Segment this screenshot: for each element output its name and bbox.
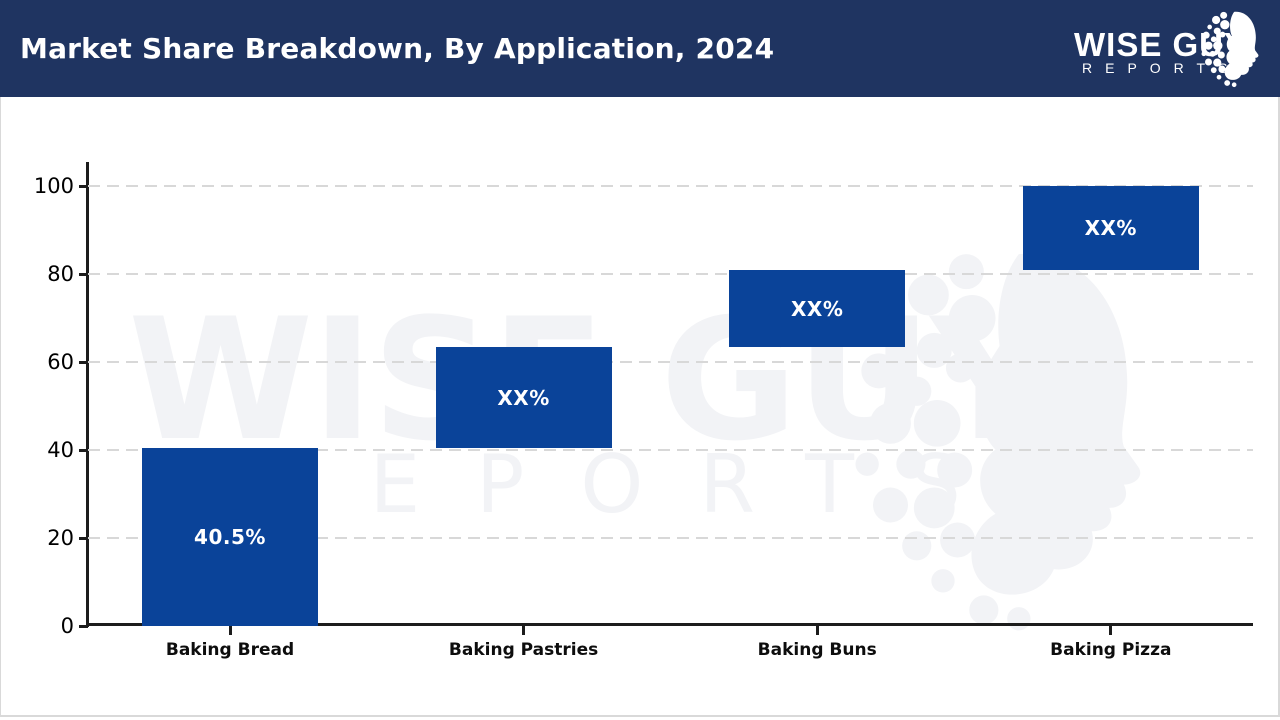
- y-tick-label-100: 100: [33, 174, 74, 198]
- y-tick-0: [79, 624, 88, 628]
- x-axis-label-baking-bread: Baking Bread: [165, 640, 295, 660]
- bar-baking-pizza: XX%: [1022, 186, 1199, 270]
- x-tick-1: [522, 626, 526, 635]
- gridline-y-80: [88, 273, 1253, 275]
- y-tick-label-0: 0: [60, 614, 74, 638]
- bar-value-label: XX%: [1084, 215, 1137, 240]
- y-tick-20: [79, 536, 88, 540]
- bar-baking-bread: 40.5%: [142, 447, 318, 626]
- header-banner: Market Share Breakdown, By Application, …: [0, 0, 1280, 97]
- y-tick-60: [79, 360, 88, 364]
- y-tick-label-80: 80: [47, 262, 74, 286]
- bar-value-label: XX%: [790, 296, 844, 321]
- logo-reports-text: REPORTS: [1082, 60, 1241, 76]
- x-axis-label-baking-pizza: Baking Pizza: [1050, 640, 1172, 660]
- y-tick-label-60: 60: [47, 350, 74, 374]
- frame-border-bottom: [0, 715, 1280, 717]
- gridline-y-60: [88, 361, 1253, 363]
- y-tick-40: [79, 448, 88, 452]
- frame-border-left: [0, 97, 1, 716]
- wise-guy-reports-logo: WISE GUY REPORTS: [1032, 0, 1272, 97]
- logo-dotted-head-icon: [1201, 11, 1259, 88]
- frame-border-right: [1278, 97, 1280, 716]
- page-title: Market Share Breakdown, By Application, …: [20, 32, 775, 65]
- bar-value-label: XX%: [497, 385, 550, 410]
- y-tick-80: [79, 272, 88, 276]
- gridline-y-100: [88, 185, 1253, 187]
- bar-baking-pastries: XX%: [435, 347, 612, 448]
- x-tick-3: [1109, 626, 1113, 635]
- x-tick-2: [815, 626, 819, 635]
- x-axis-label-baking-pastries: Baking Pastries: [448, 640, 599, 660]
- x-tick-0: [228, 626, 232, 635]
- y-tick-label-20: 20: [47, 526, 74, 550]
- x-axis-label-baking-buns: Baking Buns: [757, 640, 877, 660]
- gridline-y-40: [88, 449, 1253, 451]
- bar-baking-buns: XX%: [729, 269, 906, 348]
- bar-value-label: 40.5%: [194, 524, 266, 549]
- y-tick-100: [79, 184, 88, 188]
- watermark-reports-text: REPORTS: [258, 438, 1017, 531]
- y-axis-line: [86, 162, 89, 627]
- x-axis-line: [86, 623, 1253, 626]
- y-tick-label-40: 40: [47, 438, 74, 462]
- gridline-y-20: [88, 537, 1253, 539]
